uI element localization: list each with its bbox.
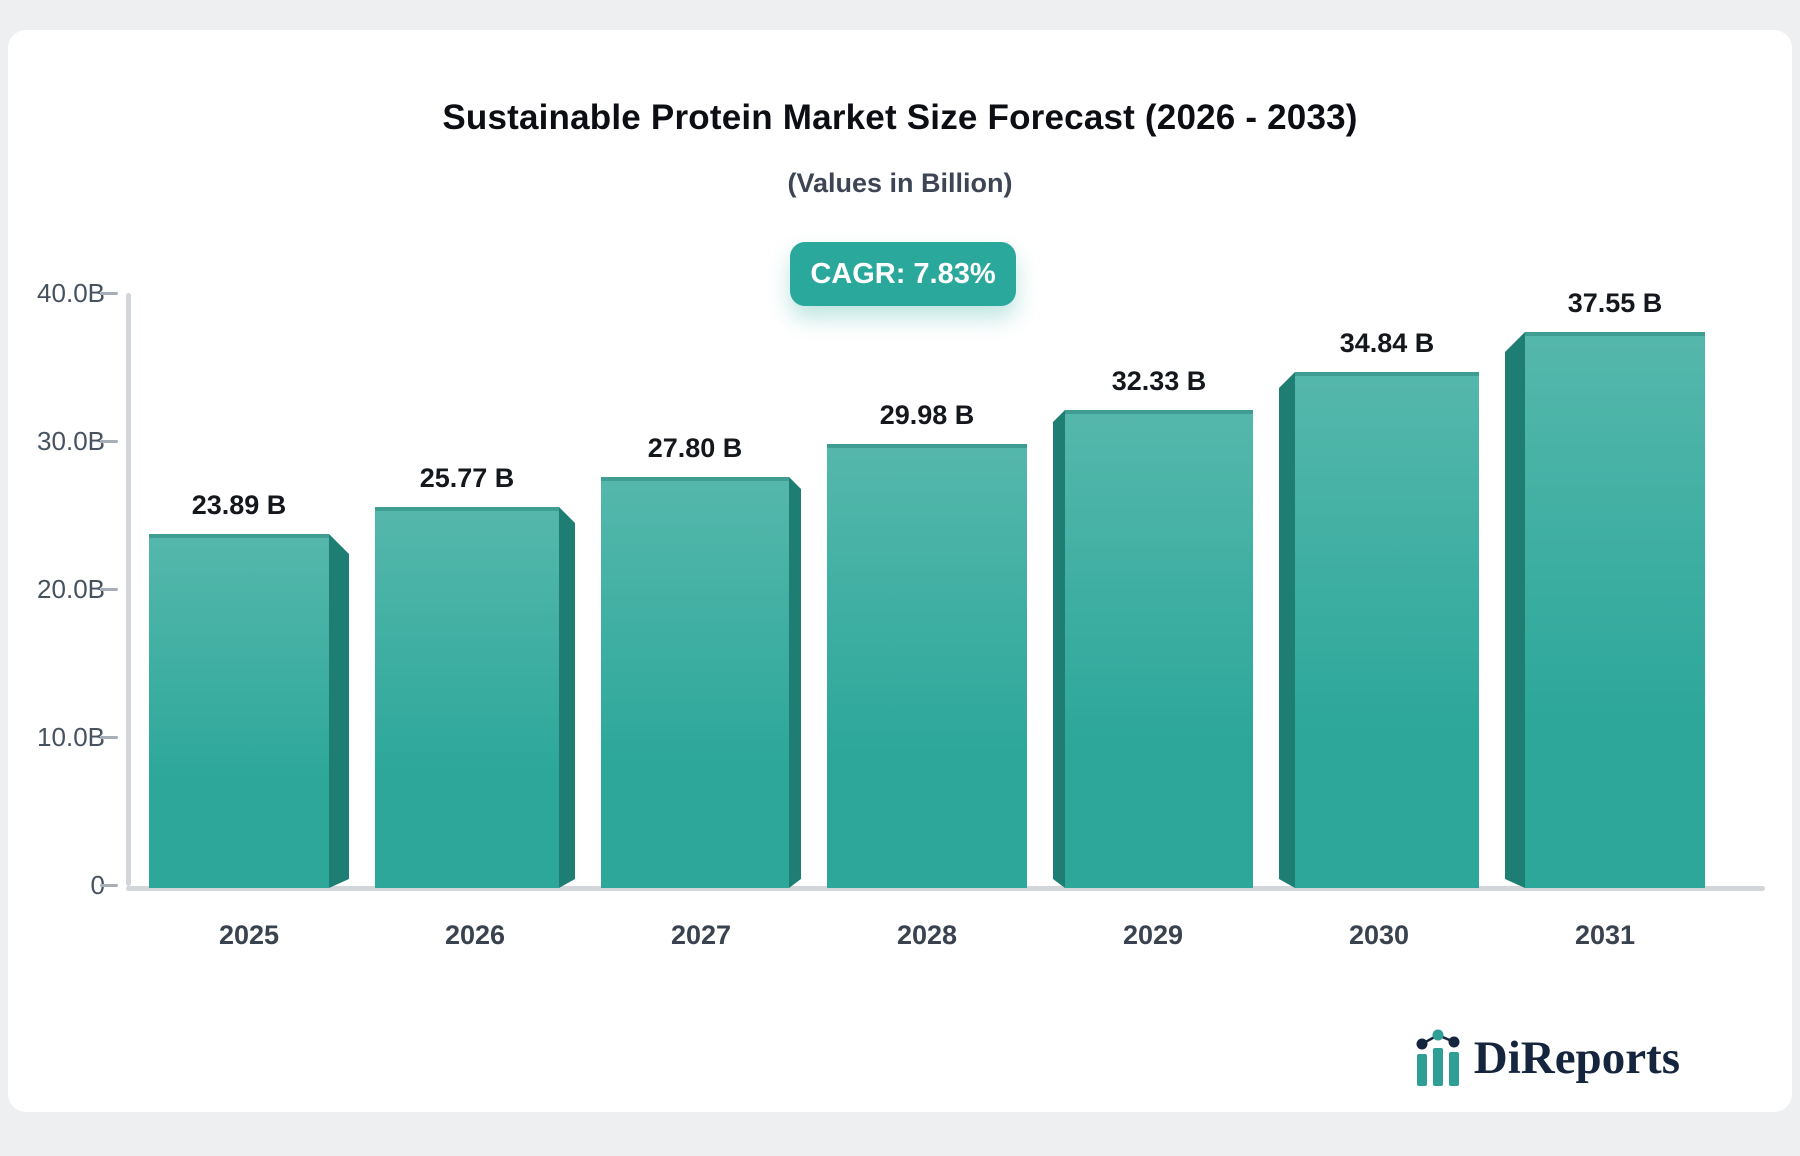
- bar-value-label: 29.98 B: [879, 400, 975, 430]
- y-tick-label: 30.0B: [37, 426, 105, 456]
- bar-2030: [1295, 372, 1479, 888]
- y-tick-label: 0: [90, 870, 105, 900]
- bar-2027: [601, 477, 789, 888]
- bar-value-label: 27.80 B: [647, 433, 743, 463]
- chart-subtitle: (Values in Billion): [787, 168, 1013, 198]
- cagr-badge-label: CAGR: 7.83%: [810, 257, 996, 290]
- chart-title: Sustainable Protein Market Size Forecast…: [442, 98, 1358, 137]
- cagr-badge: CAGR: 7.83%: [790, 242, 1016, 306]
- bar-side-face-2030: [1279, 372, 1295, 888]
- bar-2028: [827, 444, 1027, 888]
- chart-card: Sustainable Protein Market Size Forecast…: [8, 30, 1792, 1112]
- x-tick-label-2031: 2031: [1574, 920, 1636, 950]
- bar-value-label: 34.84 B: [1339, 328, 1435, 358]
- y-tick-mark: [100, 440, 118, 443]
- bar-value-label: 23.89 B: [191, 490, 287, 520]
- y-tick-label: 40.0B: [37, 278, 105, 308]
- y-tick-label: 20.0B: [37, 574, 105, 604]
- x-tick-label-2026: 2026: [444, 920, 506, 950]
- bar-side-face-2026: [559, 507, 575, 888]
- x-tick-label-2025: 2025: [218, 920, 280, 950]
- x-axis-line: [126, 886, 1765, 891]
- bar-value-label: 25.77 B: [419, 463, 515, 493]
- bar-side-face-2025: [329, 534, 349, 888]
- brand-name: DiReports: [1473, 1032, 1680, 1084]
- x-tick-label-2027: 2027: [670, 920, 732, 950]
- bar-2025: [149, 534, 329, 888]
- bar-value-label: 37.55 B: [1567, 288, 1663, 318]
- x-tick-label-2029: 2029: [1122, 920, 1184, 950]
- y-tick-label: 10.0B: [37, 722, 105, 752]
- bar-chart-sparkline-icon: [1416, 1029, 1460, 1086]
- y-tick-mark: [100, 884, 118, 887]
- bar-side-face-2027: [789, 477, 801, 888]
- bar-value-label: 32.33 B: [1111, 366, 1207, 396]
- bar-side-face-2031: [1505, 332, 1525, 888]
- y-tick-mark: [100, 588, 118, 591]
- bar-2031: [1525, 332, 1705, 888]
- y-tick-mark: [100, 736, 118, 739]
- brand-logo: DiReports: [1415, 1028, 1680, 1086]
- x-tick-label-2030: 2030: [1348, 920, 1410, 950]
- x-tick-label-2028: 2028: [896, 920, 958, 950]
- bar-side-face-2029: [1053, 410, 1065, 888]
- y-tick-mark: [100, 292, 118, 295]
- bar-2029: [1065, 410, 1253, 888]
- bar-2026: [375, 507, 559, 888]
- y-axis-line: [126, 293, 131, 886]
